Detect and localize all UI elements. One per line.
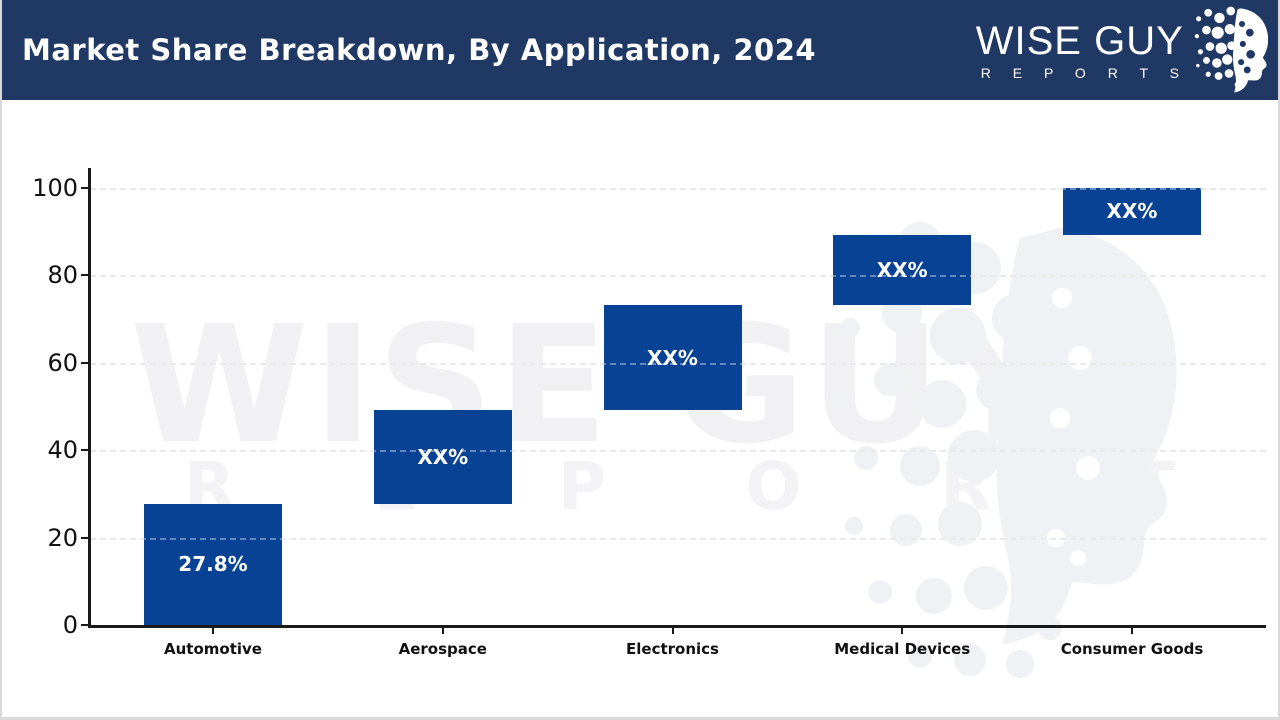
category-label-4: Consumer Goods <box>1060 640 1204 658</box>
x-tick-3 <box>901 625 904 634</box>
logo-wise-guy: WISE GUY <box>975 18 1184 63</box>
category-label-1: Aerospace <box>398 640 487 658</box>
y-tick-20 <box>81 536 89 539</box>
y-tick-label-100: 100 <box>32 174 78 202</box>
bar-consumer-goods: XX% <box>1063 188 1201 235</box>
x-axis-line <box>88 625 1266 628</box>
watermark-head-logo <box>836 222 1177 678</box>
logo-head-icon <box>1194 6 1268 93</box>
gridline-overlay-20 <box>90 537 1266 540</box>
gridline-80 <box>90 275 1266 278</box>
x-tick-1 <box>441 625 444 634</box>
gridline-overlay-60 <box>90 362 1266 365</box>
x-tick-2 <box>671 625 674 634</box>
bar-value-label: XX% <box>647 345 698 370</box>
y-tick-0 <box>81 624 89 626</box>
x-tick-4 <box>1131 625 1133 634</box>
y-tick-40 <box>81 449 89 452</box>
y-tick-label-40: 40 <box>47 436 78 465</box>
header-bar: Market Share Breakdown, By Application, … <box>2 0 1278 100</box>
y-tick-label-60: 60 <box>47 348 78 377</box>
bar-value-label: XX% <box>1106 199 1158 224</box>
logo-reports: R E P O R T S <box>980 64 1188 81</box>
y-tick-80 <box>81 274 89 277</box>
logo-text: WISE GUY R E P O R T S <box>976 20 1188 81</box>
x-tick-0 <box>212 625 214 634</box>
y-tick-60 <box>81 361 89 364</box>
bar-electronics: XX% <box>603 305 742 410</box>
y-axis-line <box>88 168 91 627</box>
gridline-40 <box>90 450 1266 453</box>
bar-value-label: XX% <box>876 257 928 282</box>
y-tick-label-80: 80 <box>47 261 78 290</box>
gridline-overlay-40 <box>90 450 1266 453</box>
gridline-100 <box>90 188 1266 190</box>
category-label-2: Electronics <box>626 640 719 658</box>
bar-value-label: 27.8% <box>178 552 248 577</box>
y-tick-label-20: 20 <box>47 523 78 552</box>
page-title: Market Share Breakdown, By Application, … <box>22 33 817 67</box>
category-label-3: Medical Devices <box>834 640 971 658</box>
bar-aerospace: XX% <box>373 409 512 504</box>
bar-medical-devices: XX% <box>833 234 972 306</box>
bar-value-label: XX% <box>417 444 469 469</box>
gridline-overlay-80 <box>90 275 1266 278</box>
category-label-0: Automotive <box>164 640 262 658</box>
gridline-overlay-100 <box>90 188 1266 190</box>
y-tick-100 <box>81 187 89 189</box>
wise-guy-reports-logo: WISE GUY R E P O R T S <box>976 6 1268 94</box>
bar-automotive: 27.8% <box>144 503 282 625</box>
y-tick-label-0: 0 <box>62 611 78 639</box>
gridline-20 <box>90 537 1266 540</box>
